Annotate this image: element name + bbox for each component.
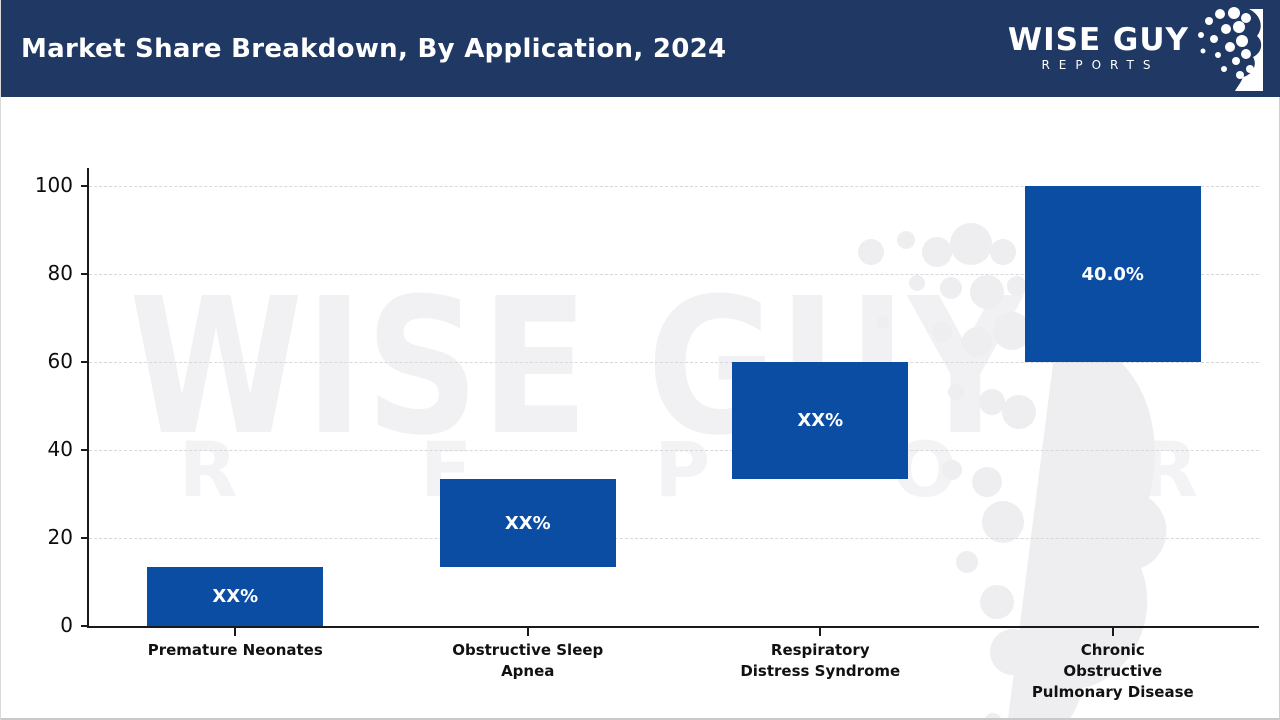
x-tick-mark <box>1111 628 1114 636</box>
y-tick-label: 20 <box>47 525 73 549</box>
header-bar: Market Share Breakdown, By Application, … <box>1 0 1280 97</box>
x-category-label: Respiratory Distress Syndrome <box>740 641 901 680</box>
y-tick-label: 100 <box>34 173 73 197</box>
y-tick-mark <box>81 273 89 275</box>
logo-wordmark-line1: WISE GUY <box>1007 22 1189 58</box>
bar-segment: XX% <box>147 567 324 626</box>
page-title: Market Share Breakdown, By Application, … <box>21 33 727 64</box>
bar-value-label: 40.0% <box>1081 263 1144 285</box>
gridline <box>89 274 1259 275</box>
y-tick-mark <box>81 449 89 451</box>
y-tick-mark <box>81 185 89 187</box>
y-tick-mark <box>81 625 89 627</box>
bar-value-label: XX% <box>212 586 259 608</box>
logo-wordmark-line2: REPORTS <box>1041 58 1160 72</box>
bar-segment: XX% <box>439 479 616 568</box>
wise-guy-logo: WISE GUY REPORTS <box>1007 6 1263 91</box>
bar-value-label: XX% <box>797 410 844 432</box>
bottom-divider <box>1 718 1279 720</box>
x-tick-mark <box>234 628 237 636</box>
plot-area: 0 20 40 60 80 100 XX% Premature Neonates XX% Obst… <box>1 97 1280 720</box>
x-category-label: Premature Neonates <box>147 641 323 659</box>
x-tick-mark <box>819 628 822 636</box>
x-tick-mark <box>526 628 529 636</box>
x-axis <box>87 626 1259 628</box>
y-tick-label: 60 <box>47 349 73 373</box>
gridline <box>89 186 1259 187</box>
logo-wordmark: WISE GUY REPORTS <box>1007 22 1189 73</box>
y-tick-label: 0 <box>60 613 73 637</box>
gridline <box>89 362 1259 363</box>
x-category-label: Obstructive Sleep Apnea <box>452 641 604 680</box>
bar-segment: 40.0% <box>1024 186 1201 362</box>
gridline <box>89 450 1259 451</box>
y-tick-label: 80 <box>47 261 73 285</box>
y-axis <box>87 168 89 626</box>
gridline <box>89 538 1259 539</box>
logo-face-icon <box>1198 6 1263 91</box>
x-category-label: Chronic Obstructive Pulmonary Disease <box>1031 641 1194 701</box>
y-tick-mark <box>81 361 89 363</box>
y-tick-label: 40 <box>47 437 73 461</box>
bar-segment: XX% <box>732 362 909 480</box>
bar-value-label: XX% <box>504 512 551 534</box>
y-tick-mark <box>81 537 89 539</box>
